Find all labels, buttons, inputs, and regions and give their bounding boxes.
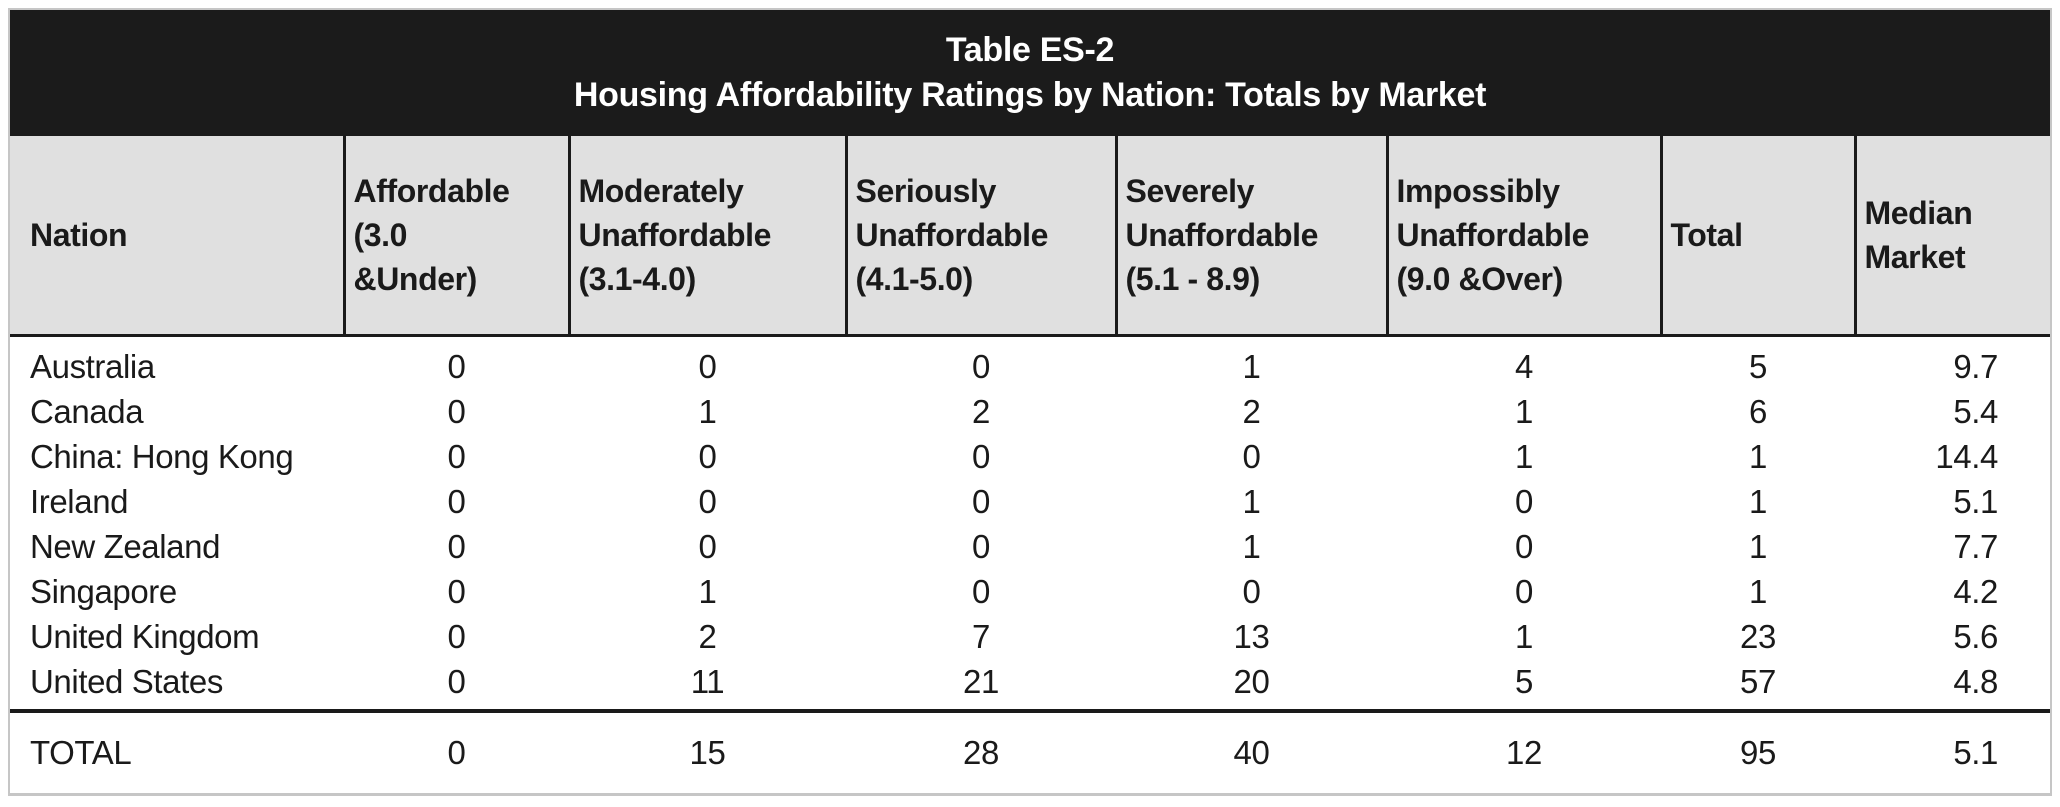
median-market-cell: 5.1 — [1953, 483, 1998, 520]
table-row: Australia 0 0 0 1 4 5 9.7 — [10, 336, 2050, 390]
value-cell: 1 — [1749, 483, 1767, 520]
value-cell: 0 — [447, 618, 466, 655]
table-title-line1: Table ES-2 — [945, 31, 1115, 69]
nation-cell: Singapore — [30, 573, 177, 610]
value-cell: 0 — [698, 348, 717, 385]
table-row: China: Hong Kong 0 0 0 0 1 1 14.4 — [10, 434, 2050, 479]
nation-cell: United States — [30, 663, 223, 700]
total-value-cell: 40 — [1116, 709, 1387, 793]
value-cell: 13 — [1233, 618, 1270, 655]
column-header-nation: Nation — [10, 136, 346, 337]
value-cell: 0 — [698, 528, 717, 565]
table-body: Australia 0 0 0 1 4 5 9.7 Canada 0 1 2 2 1 6 5.4 China: … — [10, 336, 2050, 712]
table-row: Canada 0 1 2 2 1 6 5.4 — [10, 389, 2050, 434]
total-value-cell: 12 — [1387, 709, 1661, 793]
median-market-cell: 4.2 — [1953, 573, 1998, 610]
value-cell: 1 — [1749, 528, 1767, 565]
value-cell: 0 — [447, 573, 466, 610]
table-row: Ireland 0 0 0 1 0 1 5.1 — [10, 479, 2050, 524]
value-cell: 0 — [698, 483, 717, 520]
value-cell: 4 — [1515, 348, 1533, 385]
total-value-cell: 0 — [344, 709, 569, 793]
total-value-cell: 95 — [1661, 709, 1855, 793]
median-market-cell: 9.7 — [1953, 348, 1998, 385]
header-row: Nation Affordable (3.0 &Under) Moderatel… — [10, 136, 2050, 337]
value-cell: 2 — [972, 393, 990, 430]
value-cell: 0 — [447, 528, 466, 565]
value-cell: 1 — [698, 393, 717, 430]
value-cell: 0 — [447, 483, 466, 520]
median-market-cell: 5.6 — [1953, 618, 1998, 655]
value-cell: 0 — [447, 438, 466, 475]
table-title-line2: Housing Affordability Ratings by Nation:… — [573, 76, 1487, 114]
column-header-affordable: Affordable (3.0 &Under) — [344, 136, 571, 337]
value-cell: 2 — [698, 618, 717, 655]
table-row: New Zealand 0 0 0 1 0 1 7.7 — [10, 524, 2050, 569]
value-cell: 0 — [972, 573, 990, 610]
total-value-cell: 15 — [569, 709, 846, 793]
value-cell: 0 — [1515, 528, 1533, 565]
nation-cell: Australia — [30, 348, 155, 385]
value-cell: 57 — [1740, 663, 1776, 700]
nation-cell: China: Hong Kong — [30, 438, 294, 475]
total-value-cell: 28 — [846, 709, 1116, 793]
value-cell: 1 — [1749, 573, 1767, 610]
value-cell: 0 — [447, 663, 466, 700]
value-cell: 0 — [972, 438, 990, 475]
median-market-cell: 14.4 — [1935, 438, 1998, 475]
median-market-cell: 5.4 — [1953, 393, 1998, 430]
column-header-total: Total — [1661, 136, 1857, 337]
value-cell: 1 — [1515, 618, 1533, 655]
table-row: Singapore 0 1 0 0 0 1 4.2 — [10, 569, 2050, 614]
table-row: United Kingdom 0 2 7 13 1 23 5.6 — [10, 614, 2050, 659]
affordability-table-container: Table ES-2 Housing Affordability Ratings… — [8, 8, 2052, 796]
value-cell: 6 — [1749, 393, 1767, 430]
median-market-cell: 7.7 — [1953, 528, 1998, 565]
value-cell: 5 — [1749, 348, 1767, 385]
affordability-table: Nation Affordable (3.0 &Under) Moderatel… — [10, 136, 2050, 793]
table-title-band: Table ES-2 Housing Affordability Ratings… — [10, 10, 2050, 136]
value-cell: 0 — [972, 348, 990, 385]
value-cell: 0 — [972, 528, 990, 565]
column-header-moderately-unaffordable: Moderately Unaffordable (3.1-4.0) — [569, 136, 848, 337]
nation-cell: Canada — [30, 393, 144, 430]
value-cell: 0 — [698, 438, 717, 475]
value-cell: 0 — [972, 483, 990, 520]
value-cell: 5 — [1515, 663, 1533, 700]
nation-cell: New Zealand — [30, 528, 221, 565]
column-header-severely-unaffordable: Severely Unaffordable (5.1 - 8.9) — [1116, 136, 1389, 337]
value-cell: 21 — [963, 663, 999, 700]
value-cell: 1 — [1515, 438, 1533, 475]
column-header-seriously-unaffordable: Seriously Unaffordable (4.1-5.0) — [846, 136, 1118, 337]
value-cell: 1 — [1242, 348, 1261, 385]
column-header-impossibly-unaffordable: Impossibly Unaffordable (9.0 &Over) — [1387, 136, 1663, 337]
value-cell: 11 — [690, 663, 725, 700]
total-label-cell: TOTAL — [10, 709, 344, 793]
value-cell: 7 — [972, 618, 990, 655]
value-cell: 1 — [698, 573, 717, 610]
value-cell: 23 — [1740, 618, 1776, 655]
value-cell: 0 — [447, 348, 466, 385]
value-cell: 0 — [1515, 483, 1533, 520]
value-cell: 20 — [1233, 663, 1270, 700]
nation-cell: Ireland — [30, 483, 129, 520]
column-header-median-market: Median Market — [1855, 136, 2050, 337]
nation-cell: United Kingdom — [30, 618, 260, 655]
value-cell: 0 — [1242, 573, 1261, 610]
median-market-cell: 4.8 — [1953, 663, 1998, 700]
value-cell: 1 — [1515, 393, 1533, 430]
value-cell: 0 — [1242, 438, 1261, 475]
value-cell: 0 — [447, 393, 466, 430]
total-median-cell: 5.1 — [1855, 709, 2050, 793]
value-cell: 1 — [1242, 528, 1261, 565]
total-row: TOTAL 0 15 28 40 12 95 5.1 — [10, 709, 2050, 793]
value-cell: 0 — [1515, 573, 1533, 610]
table-row: United States 0 11 21 20 5 57 4.8 — [10, 659, 2050, 711]
value-cell: 2 — [1242, 393, 1261, 430]
value-cell: 1 — [1749, 438, 1767, 475]
value-cell: 1 — [1242, 483, 1261, 520]
